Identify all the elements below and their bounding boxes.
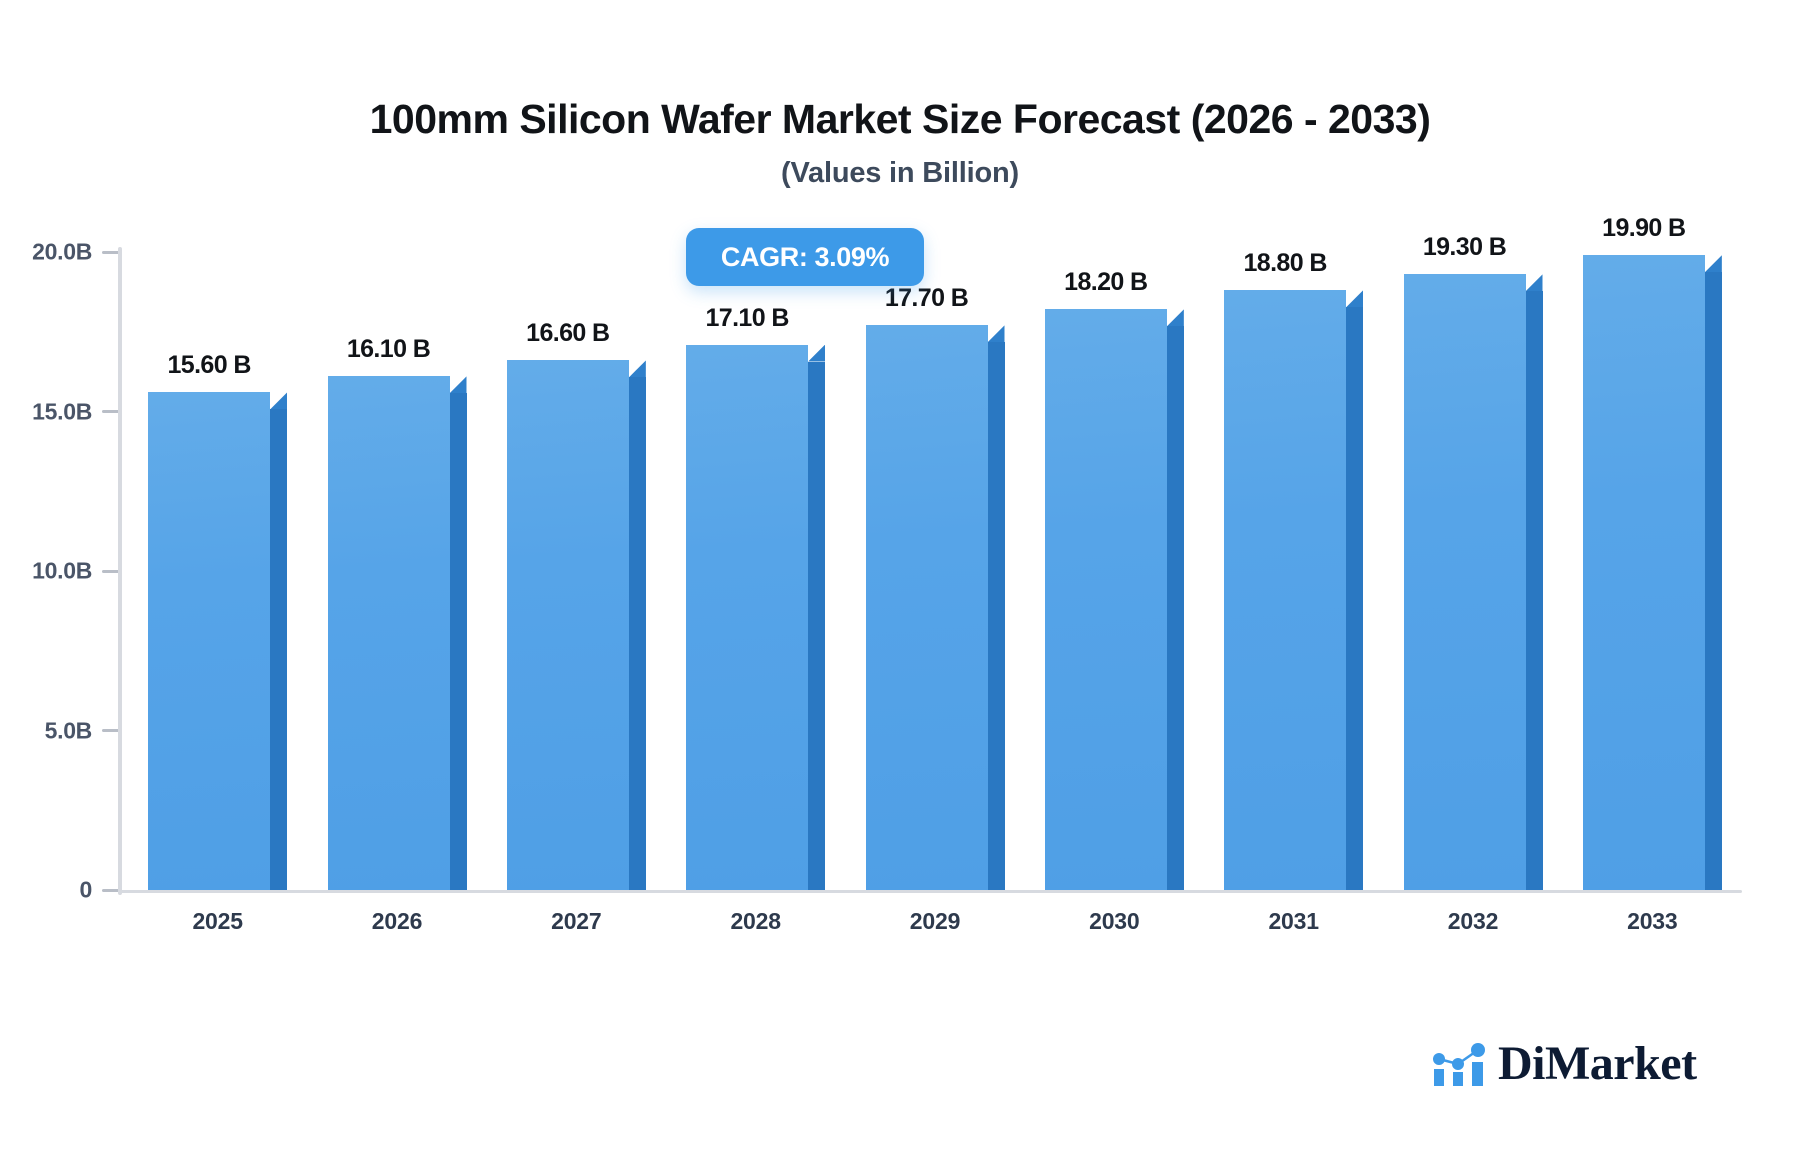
bar[interactable] bbox=[327, 376, 467, 890]
title-block: 100mm Silicon Wafer Market Size Forecast… bbox=[0, 96, 1800, 190]
bar[interactable] bbox=[1403, 274, 1543, 890]
bar-top-bevel bbox=[808, 344, 826, 362]
bar-top-bevel bbox=[1166, 309, 1184, 327]
chart-subtitle: (Values in Billion) bbox=[781, 157, 1019, 190]
bar-value-label: 19.30 B bbox=[1422, 233, 1507, 262]
x-axis-tick-label: 2026 bbox=[371, 908, 423, 934]
brand-logo: DiMarket bbox=[1432, 1040, 1697, 1088]
y-axis-tick-label: 0 bbox=[79, 876, 93, 903]
y-axis-tick-label: 10.0B bbox=[32, 557, 92, 584]
bar-top-bevel bbox=[1525, 274, 1543, 292]
bar-column[interactable]: 18.80 B bbox=[1224, 249, 1364, 890]
y-axis-tick-mark bbox=[102, 569, 120, 573]
bar-column[interactable]: 17.70 B bbox=[865, 252, 1005, 890]
bar-top-bevel bbox=[1346, 290, 1364, 308]
cagr-badge: CAGR: 3.09% bbox=[686, 228, 924, 286]
bar-front-face bbox=[865, 325, 988, 890]
bar-front-face bbox=[148, 392, 271, 890]
y-axis-tick-label: 20.0B bbox=[32, 238, 92, 265]
bar-value-label: 15.60 B bbox=[167, 351, 251, 380]
x-axis: 2025 2026 2027 2028 2029 2030 2031 2032 2033 bbox=[128, 908, 1742, 948]
bar-value-label: 17.70 B bbox=[884, 284, 969, 313]
x-axis-tick-label: 2029 bbox=[909, 908, 961, 934]
bar-column[interactable]: 19.30 B bbox=[1403, 233, 1543, 890]
bar-front-face bbox=[1224, 290, 1347, 890]
bar-front-face bbox=[1044, 309, 1167, 890]
bar-column[interactable]: 19.90 B bbox=[1582, 214, 1722, 890]
bar-column[interactable]: 15.60 B bbox=[148, 252, 288, 890]
x-axis-tick-label: 2032 bbox=[1447, 908, 1499, 934]
bar[interactable] bbox=[506, 360, 646, 890]
bar-top-bevel bbox=[628, 360, 646, 378]
bar-side-face bbox=[270, 409, 288, 890]
x-axis-tick-label: 2030 bbox=[1089, 908, 1140, 934]
y-axis-tick-mark bbox=[102, 888, 120, 892]
bar-front-face bbox=[1403, 274, 1526, 890]
bar-column[interactable]: 16.60 B bbox=[506, 252, 646, 890]
y-axis: 0 5.0B 10.0B 15.0B 20.0B bbox=[0, 239, 128, 903]
bar-top-bevel bbox=[987, 325, 1005, 343]
bar-value-label: 19.90 B bbox=[1602, 214, 1686, 243]
bar-value-label: 16.60 B bbox=[526, 319, 610, 348]
bar-front-face bbox=[327, 376, 450, 890]
x-axis-tick-label: 2027 bbox=[551, 908, 602, 934]
bar-side-face bbox=[628, 377, 646, 890]
x-axis-line bbox=[118, 890, 1742, 893]
bar[interactable] bbox=[1224, 290, 1364, 890]
x-axis-tick-label: 2033 bbox=[1627, 908, 1678, 934]
bar[interactable] bbox=[1044, 309, 1184, 890]
brand-logo-text: DiMarket bbox=[1498, 1037, 1697, 1090]
x-axis-tick-label: 2028 bbox=[730, 908, 781, 934]
bar[interactable] bbox=[686, 344, 826, 890]
y-axis-tick-label: 5.0B bbox=[44, 717, 93, 743]
cagr-badge-label: CAGR: 3.09% bbox=[720, 241, 890, 272]
bar-side-face bbox=[1525, 291, 1543, 890]
bar-top-bevel bbox=[1704, 255, 1722, 273]
bar-column[interactable]: 18.20 B bbox=[1044, 252, 1184, 890]
bar-top-bevel bbox=[270, 392, 288, 410]
bar-front-face bbox=[686, 344, 809, 890]
bar-side-face bbox=[987, 342, 1005, 890]
bar-front-face bbox=[506, 360, 629, 890]
y-axis-tick-mark bbox=[102, 250, 120, 254]
x-axis-tick-label: 2025 bbox=[192, 908, 243, 934]
bar-front-face bbox=[1582, 255, 1705, 890]
bar-side-face bbox=[1704, 272, 1722, 890]
bar-chart-logo-icon bbox=[1433, 1043, 1485, 1086]
bar[interactable] bbox=[865, 325, 1005, 890]
bar-side-face bbox=[1166, 326, 1184, 890]
plot-area: 15.60 B 16.10 B 16.60 B 17.10 B 17.70 B 18.20… bbox=[118, 214, 1742, 895]
page-title: 100mm Silicon Wafer Market Size Forecast… bbox=[369, 96, 1431, 142]
bar[interactable] bbox=[1582, 255, 1722, 890]
bar-side-face bbox=[1346, 307, 1364, 890]
bar-column[interactable]: 16.10 B bbox=[327, 252, 467, 890]
bar[interactable] bbox=[148, 392, 288, 890]
bar-value-label: 17.10 B bbox=[705, 303, 789, 332]
x-axis-tick-label: 2031 bbox=[1268, 908, 1319, 934]
y-axis-tick-mark bbox=[102, 410, 120, 413]
y-axis-line bbox=[118, 247, 122, 895]
bar-column[interactable]: 17.10 B bbox=[686, 252, 826, 890]
y-axis-tick-label: 15.0B bbox=[32, 398, 92, 424]
bar-top-bevel bbox=[449, 376, 467, 394]
bar-value-label: 18.20 B bbox=[1064, 268, 1148, 297]
bar-value-label: 18.80 B bbox=[1243, 249, 1327, 278]
bar-side-face bbox=[449, 393, 467, 890]
bar-value-label: 16.10 B bbox=[346, 335, 431, 364]
bar-side-face bbox=[808, 361, 826, 890]
y-axis-tick-mark bbox=[102, 729, 120, 732]
